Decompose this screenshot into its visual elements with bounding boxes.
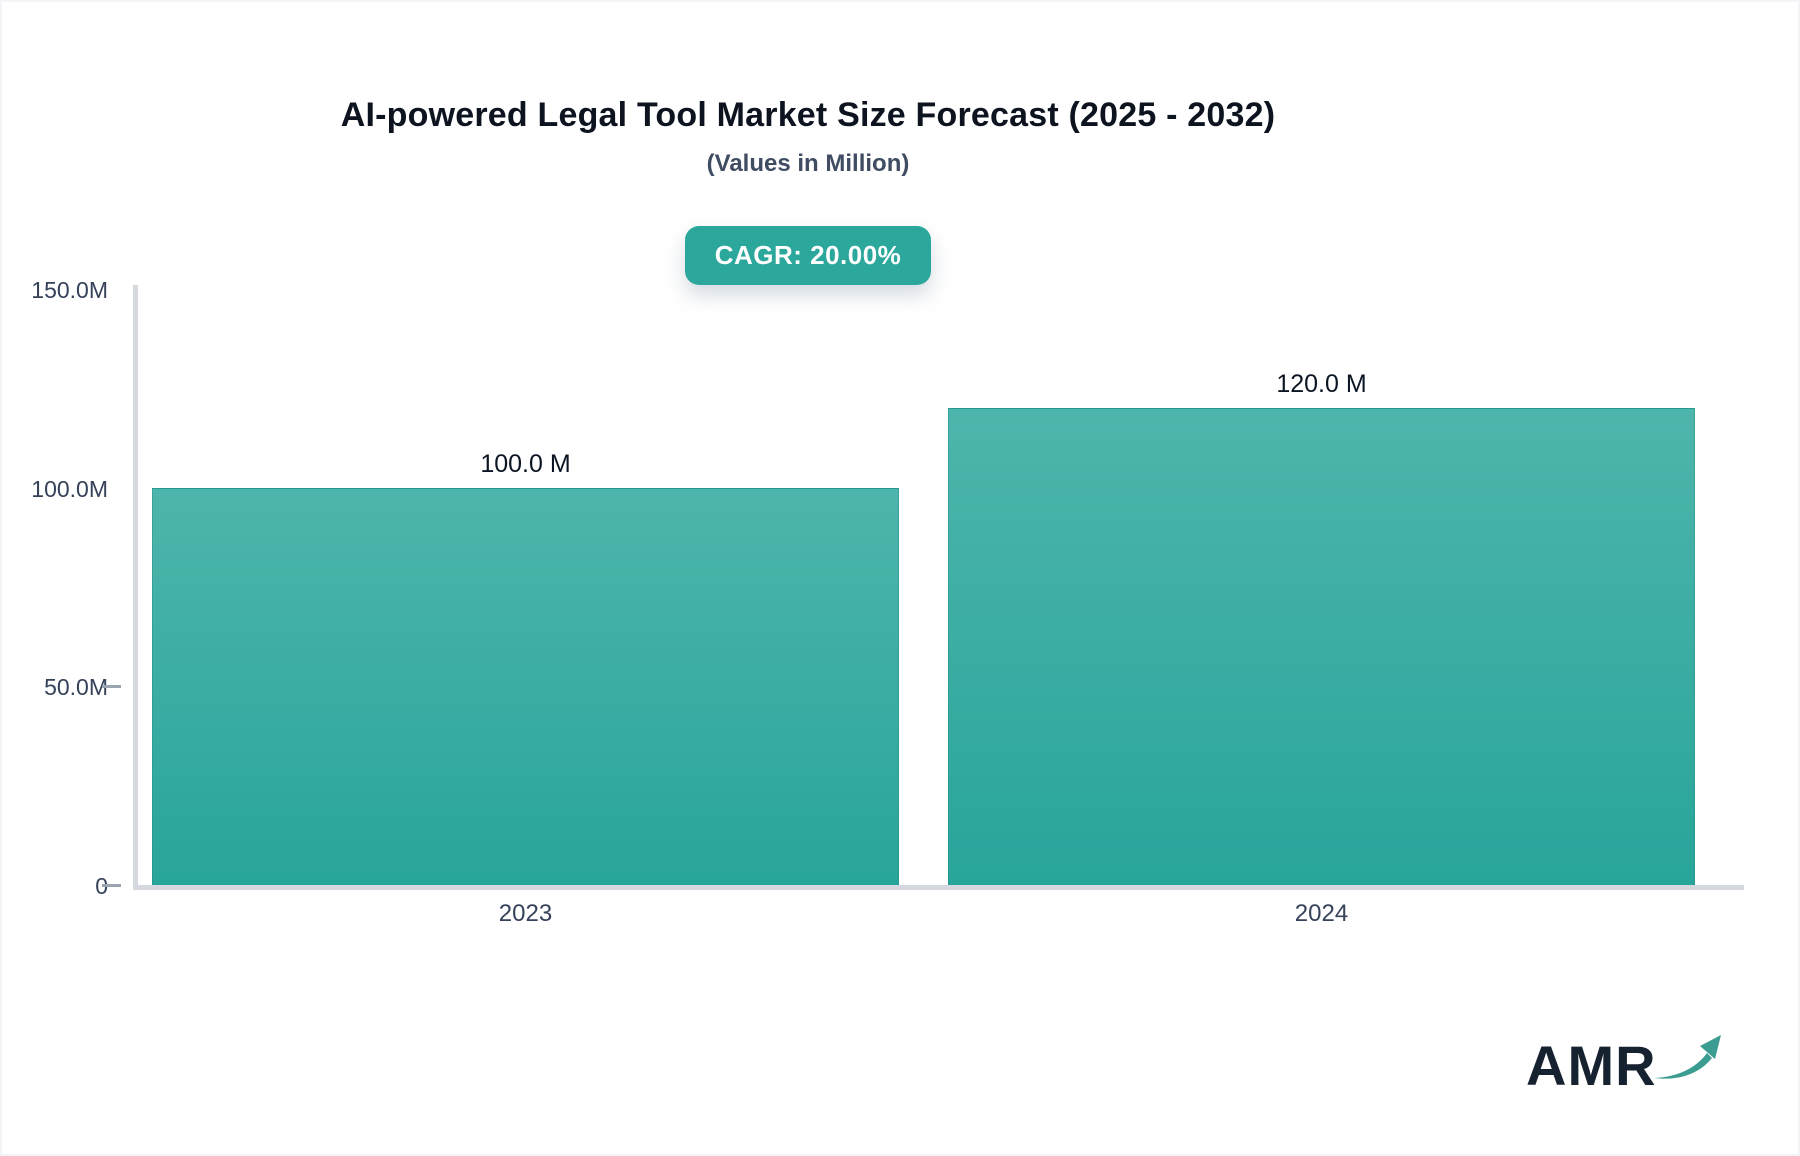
bar-value-label: 100.0 M [480, 449, 571, 478]
bar-value-label: 120.0 M [1276, 370, 1367, 399]
bar-2024 [948, 408, 1695, 885]
y-axis-line [133, 285, 138, 890]
y-tick-label: 150.0M [31, 277, 108, 303]
y-tick-label: 100.0M [31, 475, 108, 502]
x-category-label: 2023 [498, 900, 553, 927]
amr-logo: AMR [1526, 1032, 1721, 1095]
y-tick-dash [102, 685, 121, 689]
bar-2023 [152, 487, 899, 885]
growth-arrow-icon [1651, 1032, 1721, 1087]
chart-subtitle: (Values in Million) [706, 150, 910, 177]
y-tick-dash [102, 884, 121, 887]
x-axis-line [133, 885, 1744, 890]
y-tick-label: 50.0M [44, 674, 108, 701]
amr-logo-text: AMR [1526, 1034, 1657, 1097]
y-tick-label: 0 [2, 873, 108, 900]
cagr-badge: CAGR: 20.00% [684, 226, 932, 285]
cagr-badge-wrap: CAGR: 20.00% [2, 226, 1614, 285]
chart-title: AI-powered Legal Tool Market Size Foreca… [340, 96, 1276, 134]
x-category-label: 2024 [1294, 900, 1349, 927]
